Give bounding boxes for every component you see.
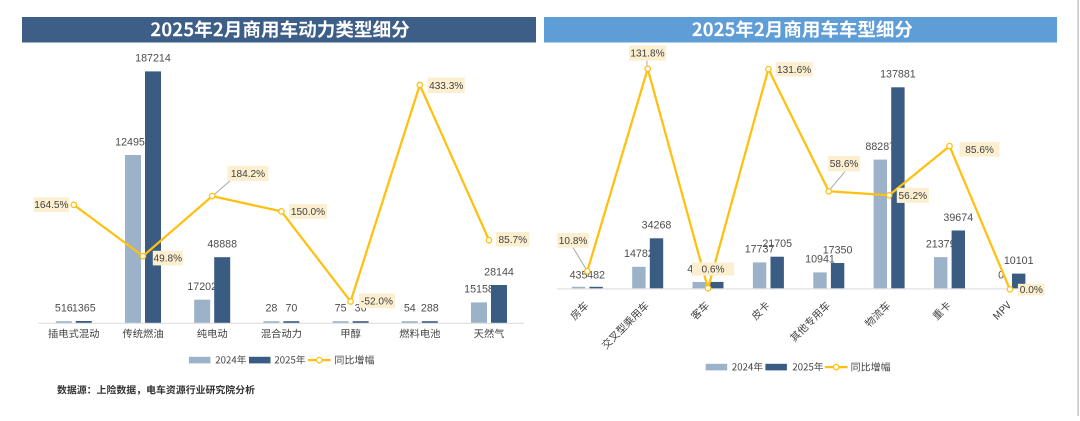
svg-text:0.0%: 0.0% (1020, 285, 1043, 296)
svg-text:0.6%: 0.6% (701, 265, 724, 276)
svg-text:0: 0 (998, 269, 1004, 281)
svg-text:288: 288 (421, 302, 439, 314)
svg-text:164.5%: 164.5% (34, 200, 68, 211)
svg-text:137881: 137881 (880, 69, 916, 81)
svg-text:-52.0%: -52.0% (361, 296, 393, 307)
svg-text:15158: 15158 (464, 284, 494, 296)
svg-text:88287: 88287 (865, 141, 895, 153)
svg-text:48888: 48888 (207, 239, 237, 251)
svg-text:56.2%: 56.2% (898, 191, 927, 202)
svg-text:131.6%: 131.6% (777, 65, 811, 76)
svg-text:58.6%: 58.6% (830, 159, 859, 170)
svg-text:10941: 10941 (805, 254, 835, 266)
svg-text:17350: 17350 (823, 244, 853, 256)
svg-text:54: 54 (404, 302, 416, 314)
svg-text:184.2%: 184.2% (231, 169, 265, 180)
svg-text:28: 28 (265, 302, 277, 314)
svg-text:21705: 21705 (762, 238, 792, 250)
svg-text:10101: 10101 (1004, 255, 1034, 267)
svg-text:49.8%: 49.8% (153, 254, 182, 265)
svg-text:17202: 17202 (187, 281, 217, 293)
svg-text:433.3%: 433.3% (429, 81, 463, 92)
svg-text:85.7%: 85.7% (498, 235, 527, 246)
svg-text:85.6%: 85.6% (965, 145, 994, 156)
svg-text:435: 435 (570, 269, 588, 281)
svg-text:28144: 28144 (484, 266, 514, 278)
svg-text:131.8%: 131.8% (630, 49, 664, 60)
svg-text:17737: 17737 (745, 244, 775, 256)
svg-text:34268: 34268 (642, 220, 672, 232)
svg-text:75: 75 (335, 302, 347, 314)
svg-text:516: 516 (55, 302, 73, 314)
svg-text:21379: 21379 (926, 238, 956, 250)
svg-text:14782: 14782 (624, 248, 654, 260)
svg-text:70: 70 (285, 302, 297, 314)
svg-text:124950: 124950 (115, 136, 151, 148)
svg-text:150.0%: 150.0% (291, 207, 325, 218)
svg-text:10.8%: 10.8% (559, 236, 588, 247)
svg-text:1365: 1365 (72, 302, 96, 314)
svg-text:187214: 187214 (135, 53, 171, 65)
svg-text:39674: 39674 (943, 212, 973, 224)
svg-text:36: 36 (355, 302, 367, 314)
svg-text:482: 482 (587, 269, 605, 281)
